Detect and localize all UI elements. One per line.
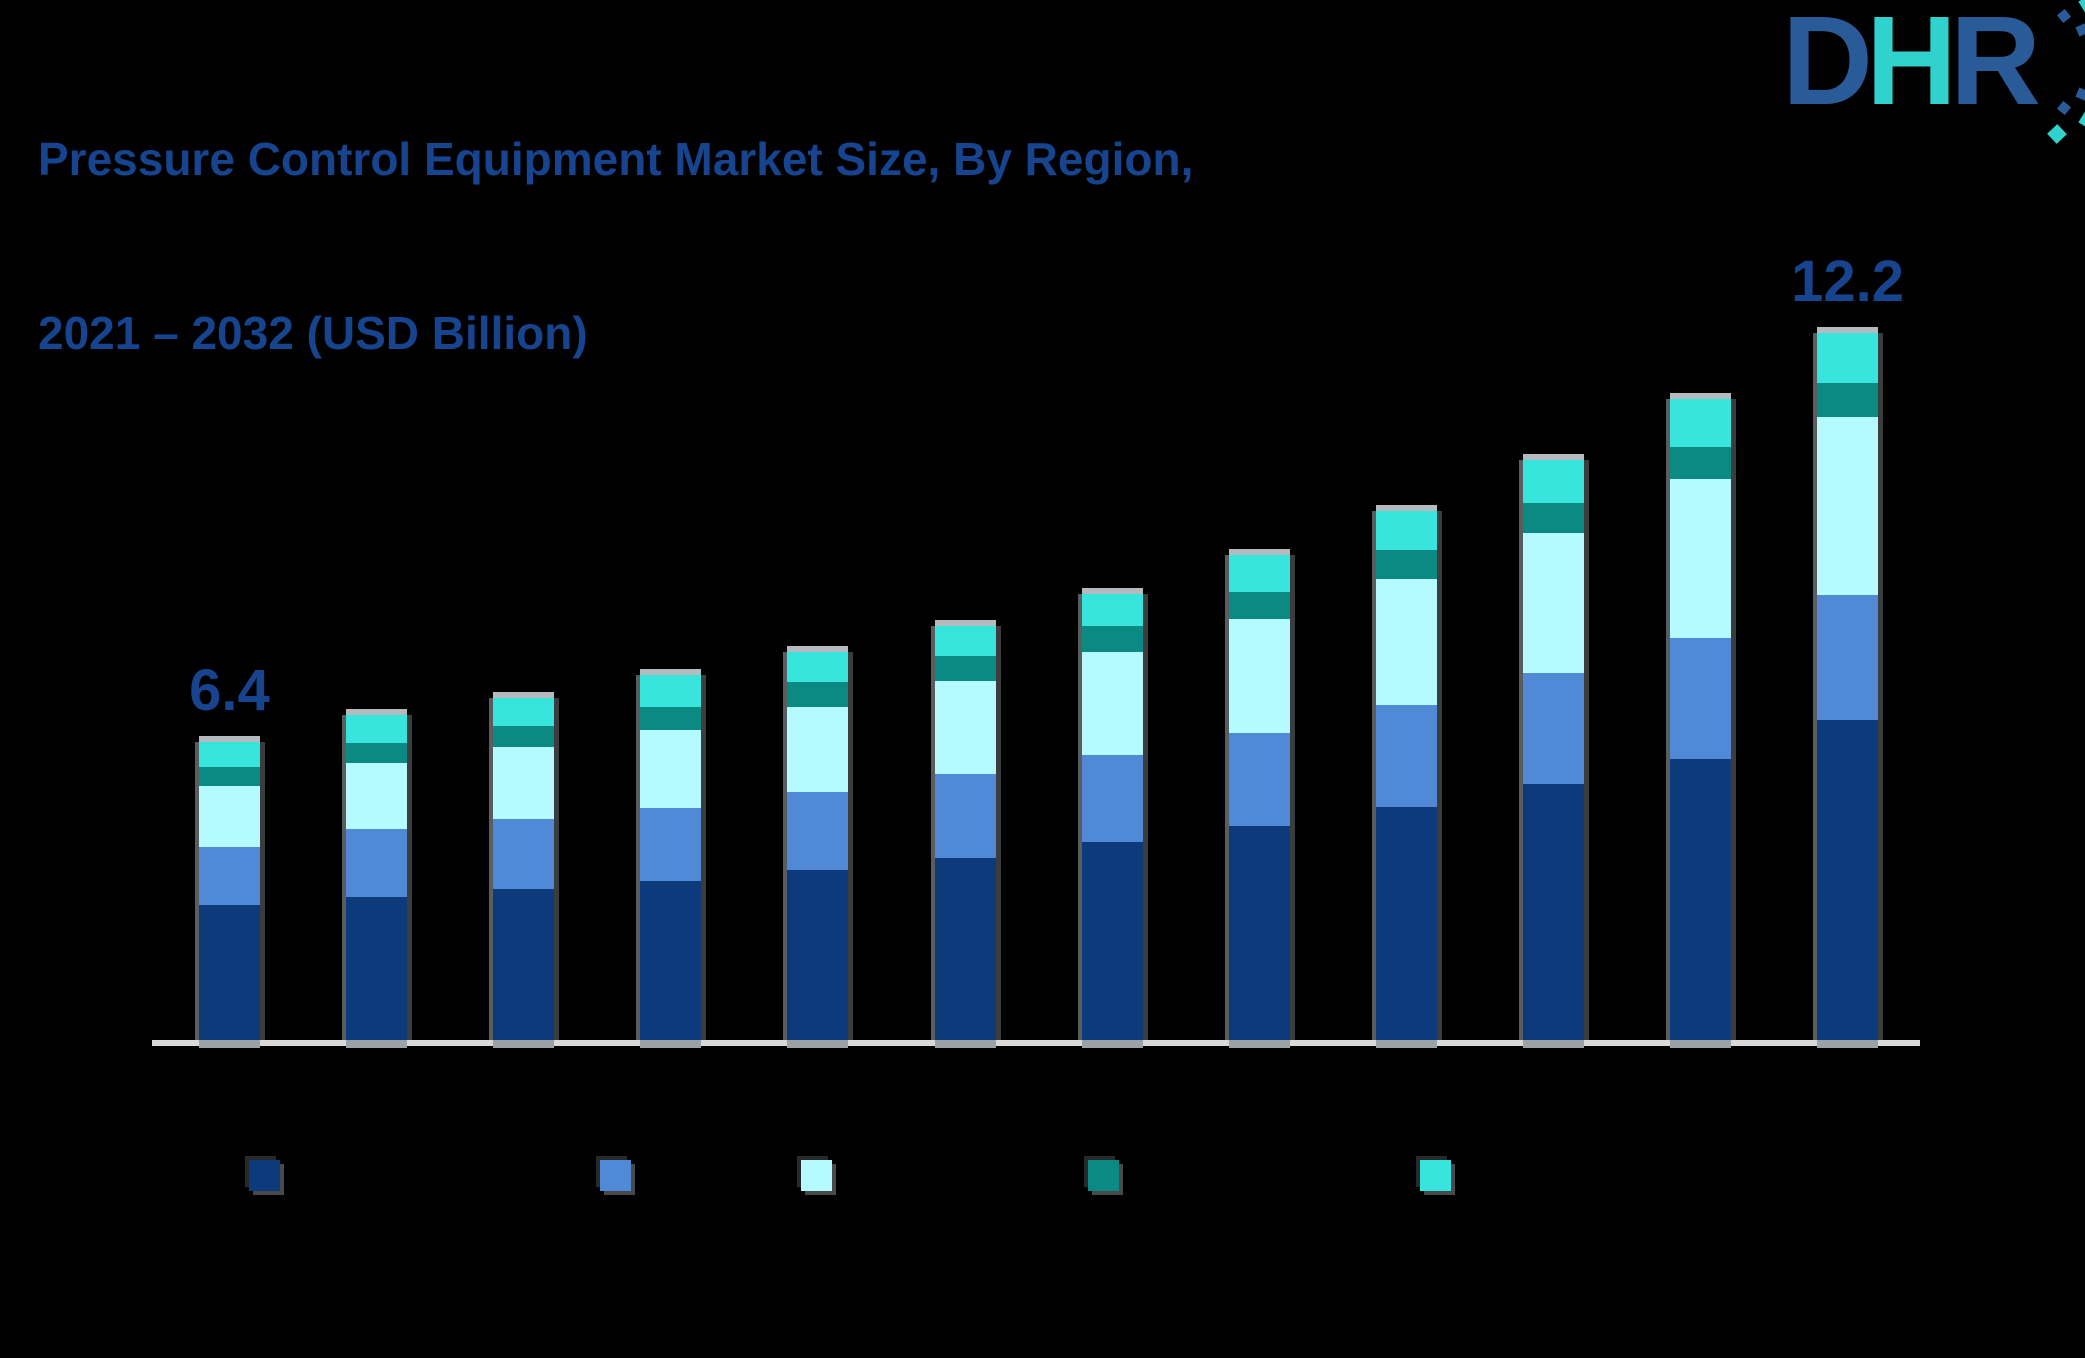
bar-segment-medium-blue [1817, 595, 1879, 720]
bar-2031 [1670, 393, 1731, 1048]
bar-segment-pale-cyan [1081, 652, 1143, 755]
bar-segment-medium-blue [493, 819, 555, 889]
bar-2032 [1817, 327, 1879, 1048]
bar-segment-navy [1522, 784, 1584, 1040]
bar-segment-navy [1228, 826, 1290, 1040]
dhr-logo: DHR [1782, 0, 2085, 145]
x-axis-line [152, 1040, 1920, 1046]
bar-segment-navy [1670, 759, 1731, 1040]
logo-letter-h: H [1866, 0, 1957, 131]
bar-segment-pale-cyan [934, 681, 996, 774]
legend-swatch-pale-cyan [801, 1160, 832, 1191]
data-label-last-bar: 12.2 [1791, 249, 1905, 314]
bar-segment-pale-cyan [787, 707, 849, 792]
bar-segment-turquoise [1081, 594, 1143, 626]
logo-letter-d: D [1782, 0, 1873, 131]
bar-2021 [199, 736, 260, 1048]
bar-segment-teal [493, 726, 555, 747]
bar-segment-navy [199, 905, 260, 1040]
bar-2025 [787, 646, 849, 1048]
logo-burst-dot-icon [2077, 0, 2085, 14]
logo-burst-dot-icon [2056, 8, 2071, 23]
chart-title-line1: Pressure Control Equipment Market Size, … [38, 133, 1194, 185]
bar-segment-medium-blue [1228, 733, 1290, 826]
bar-segment-teal [787, 682, 849, 707]
legend-swatch-navy [249, 1160, 280, 1191]
bar-segment-teal [1375, 550, 1437, 579]
bar-segment-navy [787, 870, 849, 1040]
bar-segment-turquoise [787, 652, 849, 682]
bar-segment-turquoise [934, 626, 996, 656]
bar-segment-teal [346, 743, 408, 763]
legend-swatch-medium-blue [600, 1160, 631, 1191]
bar-segment-pale-cyan [1670, 479, 1731, 638]
bar-segment-turquoise [1375, 511, 1437, 550]
bar-segment-navy [1081, 842, 1143, 1040]
logo-burst-dot-icon [2047, 124, 2068, 145]
bar-2027 [1081, 588, 1143, 1048]
bar-segment-pale-cyan [1522, 533, 1584, 673]
bar-segment-turquoise [1670, 399, 1731, 447]
bar-2023 [493, 692, 555, 1048]
bar-segment-pale-cyan [1375, 579, 1437, 705]
bar-segment-medium-blue [1375, 705, 1437, 807]
bar-segment-pale-cyan [346, 763, 408, 829]
bar-segment-turquoise [199, 742, 260, 767]
bar-2028 [1228, 549, 1290, 1048]
bar-segment-pale-cyan [493, 747, 555, 819]
chart-title: Pressure Control Equipment Market Size, … [38, 14, 1193, 478]
logo-burst-dot-icon [2056, 101, 2071, 116]
bar-segment-teal [1817, 383, 1879, 417]
legend-swatch-teal [1088, 1160, 1119, 1191]
bar-segment-medium-blue [1670, 638, 1731, 759]
bar-segment-turquoise [640, 675, 702, 707]
bar-2024 [640, 669, 702, 1048]
bar-segment-teal [640, 707, 702, 730]
bar-segment-turquoise [1228, 555, 1290, 592]
data-label-first-bar: 6.4 [189, 658, 270, 723]
bar-segment-medium-blue [1522, 673, 1584, 784]
bar-segment-medium-blue [346, 829, 408, 897]
bar-segment-navy [934, 858, 996, 1040]
bar-segment-medium-blue [1081, 755, 1143, 842]
logo-letters: DHR [1782, 0, 2041, 126]
logo-burst-dot-icon [2075, 23, 2085, 37]
bar-segment-pale-cyan [1228, 619, 1290, 733]
legend-swatch-turquoise [1420, 1160, 1451, 1191]
logo-burst-dot-icon [2077, 110, 2085, 130]
bar-2030 [1522, 454, 1584, 1048]
bar-2022 [346, 709, 408, 1048]
bar-segment-navy [640, 881, 702, 1040]
bar-segment-teal [1522, 503, 1584, 533]
bar-segment-navy [346, 897, 408, 1040]
bar-segment-turquoise [1817, 333, 1879, 383]
bar-segment-pale-cyan [1817, 417, 1879, 595]
bar-segment-medium-blue [934, 774, 996, 858]
bar-segment-teal [199, 767, 260, 786]
chart-title-line2: 2021 – 2032 (USD Billion) [38, 307, 588, 359]
bar-segment-medium-blue [199, 847, 260, 905]
bar-segment-turquoise [1522, 460, 1584, 503]
bar-2029 [1375, 505, 1437, 1048]
bar-segment-medium-blue [787, 792, 849, 870]
bar-segment-navy [1375, 807, 1437, 1040]
bar-segment-teal [1228, 592, 1290, 619]
bar-segment-pale-cyan [199, 786, 260, 847]
logo-letter-r: R [1950, 0, 2041, 131]
bar-segment-turquoise [346, 715, 408, 743]
bar-segment-teal [1670, 447, 1731, 479]
bar-segment-pale-cyan [640, 730, 702, 808]
bar-segment-teal [934, 656, 996, 681]
bar-2026 [934, 620, 996, 1048]
bar-segment-turquoise [493, 698, 555, 726]
bar-segment-navy [493, 889, 555, 1040]
bar-segment-teal [1081, 626, 1143, 652]
bar-segment-medium-blue [640, 808, 702, 881]
logo-burst-dot-icon [2075, 87, 2085, 101]
bar-segment-navy [1817, 720, 1879, 1040]
